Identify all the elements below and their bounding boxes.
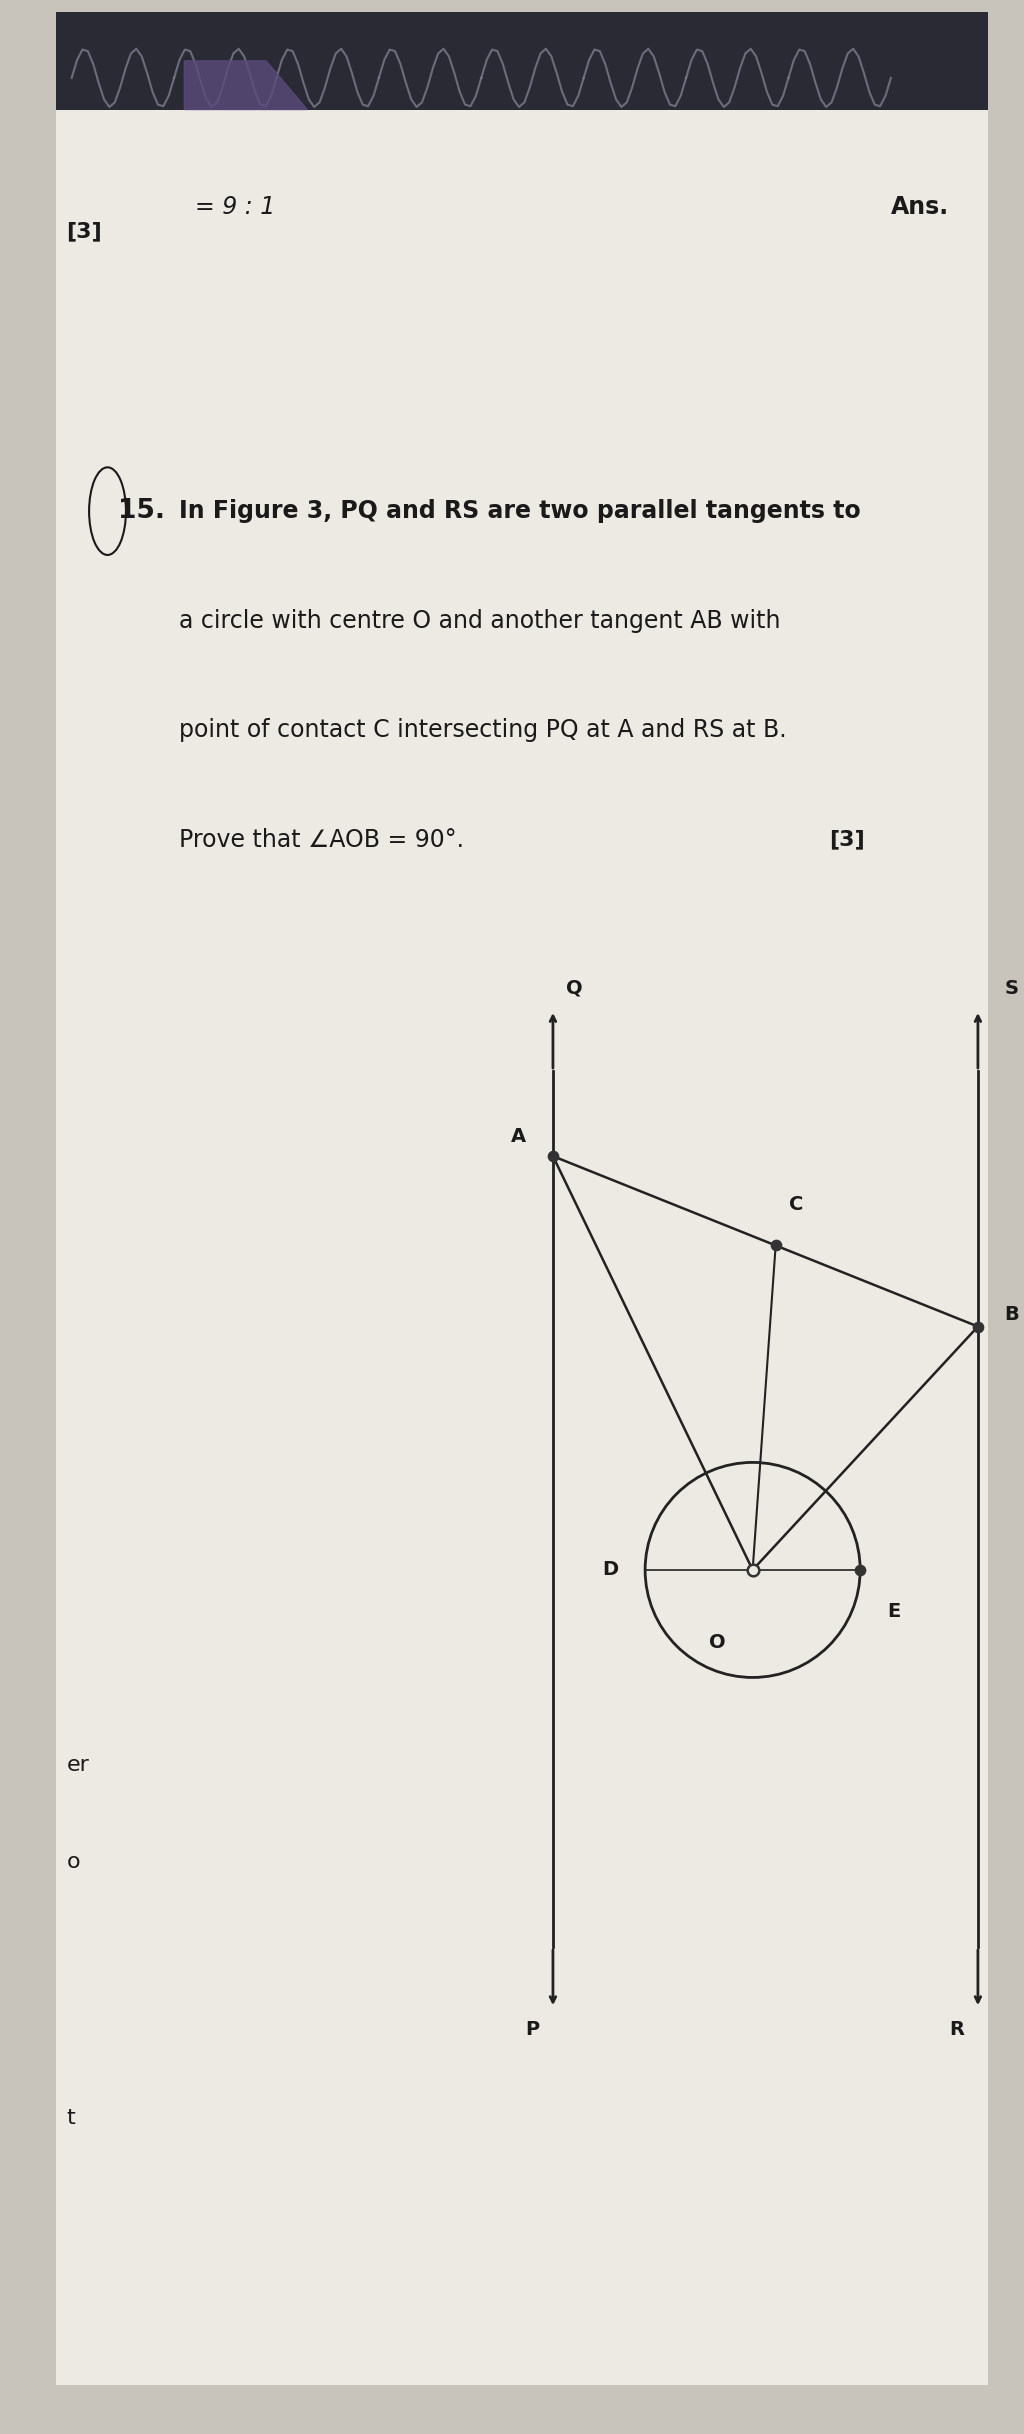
Text: [3]: [3] — [829, 830, 865, 849]
Text: Ans.: Ans. — [891, 195, 949, 219]
Point — [767, 1227, 783, 1266]
Text: S: S — [1005, 978, 1019, 998]
Text: C: C — [788, 1195, 804, 1215]
Text: point of contact C intersecting PQ at A and RS at B.: point of contact C intersecting PQ at A … — [179, 718, 786, 742]
Text: P: P — [525, 2020, 540, 2040]
Text: Prove that ∠AOB = 90°.: Prove that ∠AOB = 90°. — [179, 828, 464, 852]
Point — [852, 1550, 868, 1589]
Text: A: A — [511, 1127, 526, 1146]
Text: t: t — [67, 2108, 76, 2127]
Text: a circle with centre O and another tangent AB with: a circle with centre O and another tange… — [179, 608, 780, 633]
Text: D: D — [602, 1560, 618, 1580]
Text: E: E — [887, 1602, 900, 1621]
Text: Q: Q — [566, 978, 583, 998]
Point — [545, 1137, 561, 1176]
Point — [744, 1550, 761, 1589]
Bar — [56, 12, 988, 110]
Text: In Figure 3, PQ and RS are two parallel tangents to: In Figure 3, PQ and RS are two parallel … — [179, 499, 861, 523]
Text: 15.: 15. — [118, 499, 165, 523]
Text: O: O — [710, 1633, 726, 1653]
Text: o: o — [67, 1852, 80, 1872]
Text: B: B — [1005, 1305, 1019, 1324]
Polygon shape — [184, 61, 307, 110]
Point — [970, 1307, 986, 1346]
Text: R: R — [949, 2020, 965, 2040]
Text: [3]: [3] — [67, 221, 102, 241]
Text: = 9 : 1: = 9 : 1 — [195, 195, 274, 219]
Text: er: er — [67, 1755, 89, 1774]
